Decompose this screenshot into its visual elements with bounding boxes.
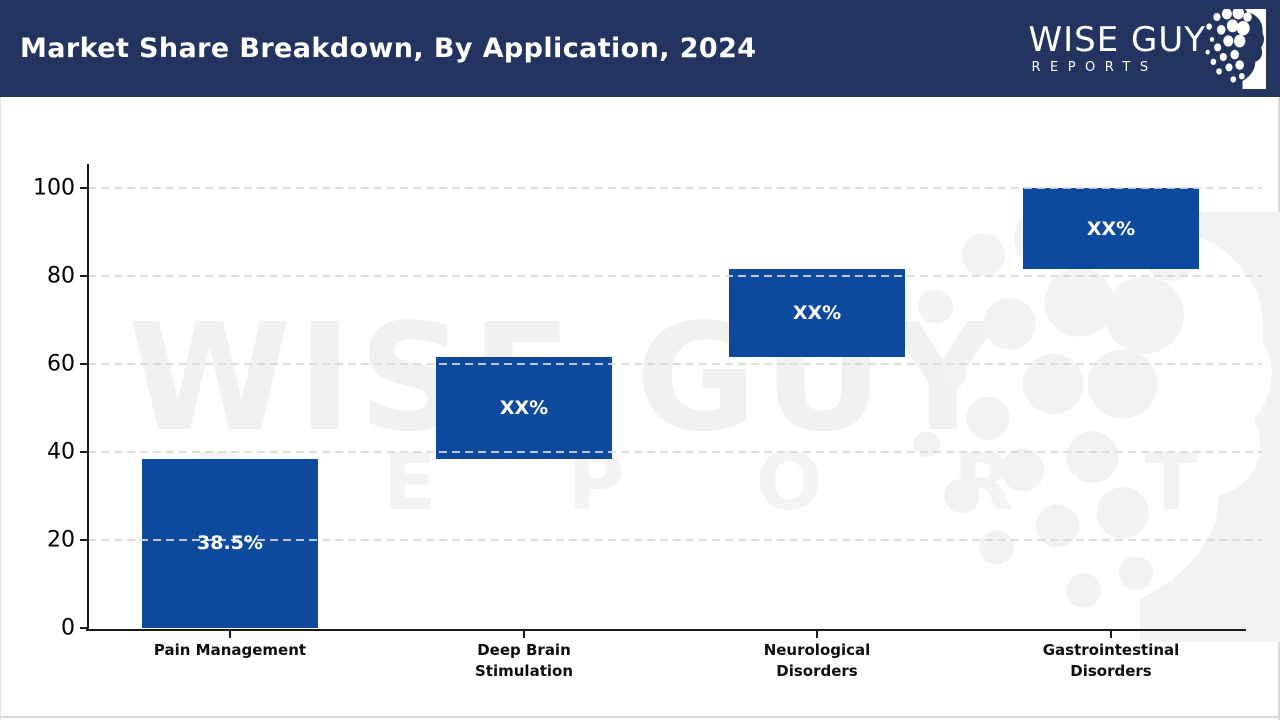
- y-tick-label-80: 80: [47, 263, 75, 289]
- bar-value-label-0: 38.5%: [197, 532, 263, 555]
- logo-wiseguy-text: WISE GUY: [1028, 19, 1206, 60]
- bar-value-label-2: XX%: [792, 302, 842, 325]
- bar-2: [729, 269, 905, 358]
- x-category-label-1: Deep Brain Stimulation: [475, 641, 573, 680]
- y-tick-label-20: 20: [47, 527, 75, 553]
- wise-guy-reports-logo: WISE GUY REPORTS: [1028, 8, 1266, 90]
- bar-1: [436, 357, 612, 459]
- header-bar: Market Share Breakdown, By Application, …: [0, 0, 1280, 97]
- bar-0: [142, 458, 318, 628]
- bar-value-label-3: XX%: [1086, 217, 1136, 240]
- logo-dotted-head-icon: [1205, 9, 1266, 89]
- x-category-label-0: Pain Management: [153, 641, 307, 659]
- page-border-left: [0, 97, 1, 720]
- chart-title: Market Share Breakdown, By Application, …: [20, 33, 757, 64]
- logo-text: WISE GUY REPORTS: [1028, 19, 1206, 76]
- bar-3: [1023, 188, 1199, 270]
- y-tick-label-60: 60: [47, 351, 75, 377]
- x-category-label-3: Gastrointestinal Disorders: [1042, 641, 1180, 680]
- bar-value-label-1: XX%: [499, 397, 549, 419]
- y-tick-label-100: 100: [33, 175, 75, 201]
- logo-reports-text: REPORTS: [1031, 60, 1158, 76]
- y-tick-label-0: 0: [61, 615, 75, 641]
- y-tick-label-40: 40: [47, 439, 75, 465]
- x-category-label-2: Neurological Disorders: [763, 641, 871, 680]
- page-border-bottom: [0, 716, 1280, 718]
